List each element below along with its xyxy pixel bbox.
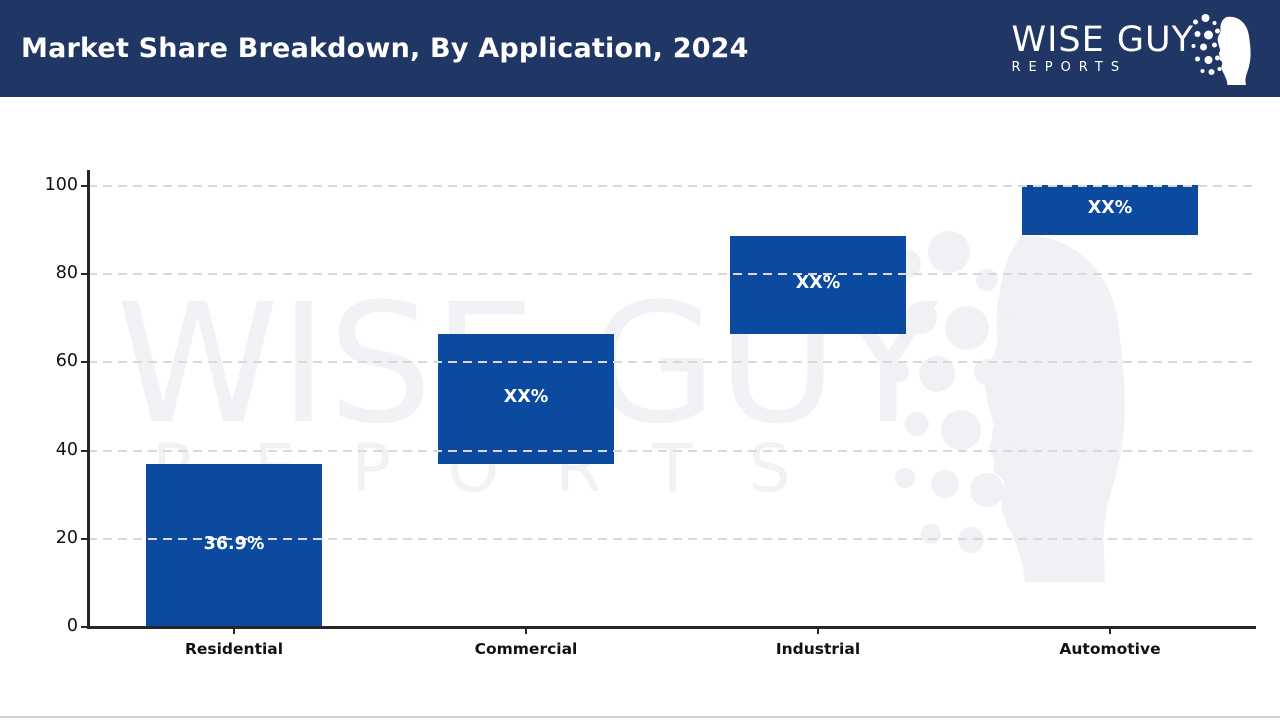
x-axis-category-label: Commercial <box>474 640 578 658</box>
x-axis-tick <box>233 627 235 634</box>
y-axis-tick-label: 20 <box>55 527 78 548</box>
y-axis-tick <box>81 185 88 187</box>
y-axis-tick <box>81 449 88 452</box>
bar-industrial <box>730 235 906 334</box>
gridline-40 <box>88 449 1256 452</box>
y-axis-tick-label: 60 <box>55 351 78 372</box>
y-axis-line <box>87 170 90 629</box>
wise-guy-reports-logo: WISE GUY REPORTS <box>1011 13 1280 85</box>
logo-wordmark: WISE GUY <box>1011 20 1194 60</box>
y-axis-tick <box>81 626 88 628</box>
y-axis-tick <box>81 273 88 276</box>
x-axis-category-label: Industrial <box>775 640 861 658</box>
bar-value-label: XX% <box>795 272 841 293</box>
logo-head-icon <box>1191 13 1251 85</box>
y-axis-tick-label: 0 <box>66 616 78 636</box>
bar-commercial <box>438 333 614 464</box>
bar-automotive <box>1022 184 1198 235</box>
bar-value-label: XX% <box>1087 197 1133 218</box>
x-axis-line <box>87 626 1256 629</box>
y-axis-tick <box>81 361 88 364</box>
bottom-border-line <box>0 716 1280 718</box>
gridline-20 <box>88 537 1256 540</box>
y-axis-tick-label: 40 <box>55 439 78 460</box>
x-axis-category-label: Residential <box>184 640 284 658</box>
bar-value-label: XX% <box>503 386 549 407</box>
x-axis-category-label: Automotive <box>1059 640 1161 658</box>
watermark-head-graphic <box>889 231 1125 582</box>
y-axis-tick <box>81 537 88 540</box>
y-axis-tick-label: 80 <box>55 263 78 284</box>
header-band: Market Share Breakdown, By Application, … <box>0 0 1280 97</box>
logo-subtext: REPORTS <box>1011 60 1128 75</box>
gridline-60 <box>88 361 1256 364</box>
bar-value-label: 36.9% <box>203 533 265 554</box>
gridline-80 <box>88 273 1256 276</box>
chart-title: Market Share Breakdown, By Application, … <box>21 33 749 64</box>
x-axis-tick <box>817 627 819 634</box>
x-axis-tick <box>525 627 527 634</box>
x-axis-tick <box>1109 627 1111 634</box>
gridline-100 <box>88 185 1256 187</box>
bar-residential <box>146 464 322 627</box>
y-axis-tick-label: 100 <box>44 175 78 195</box>
